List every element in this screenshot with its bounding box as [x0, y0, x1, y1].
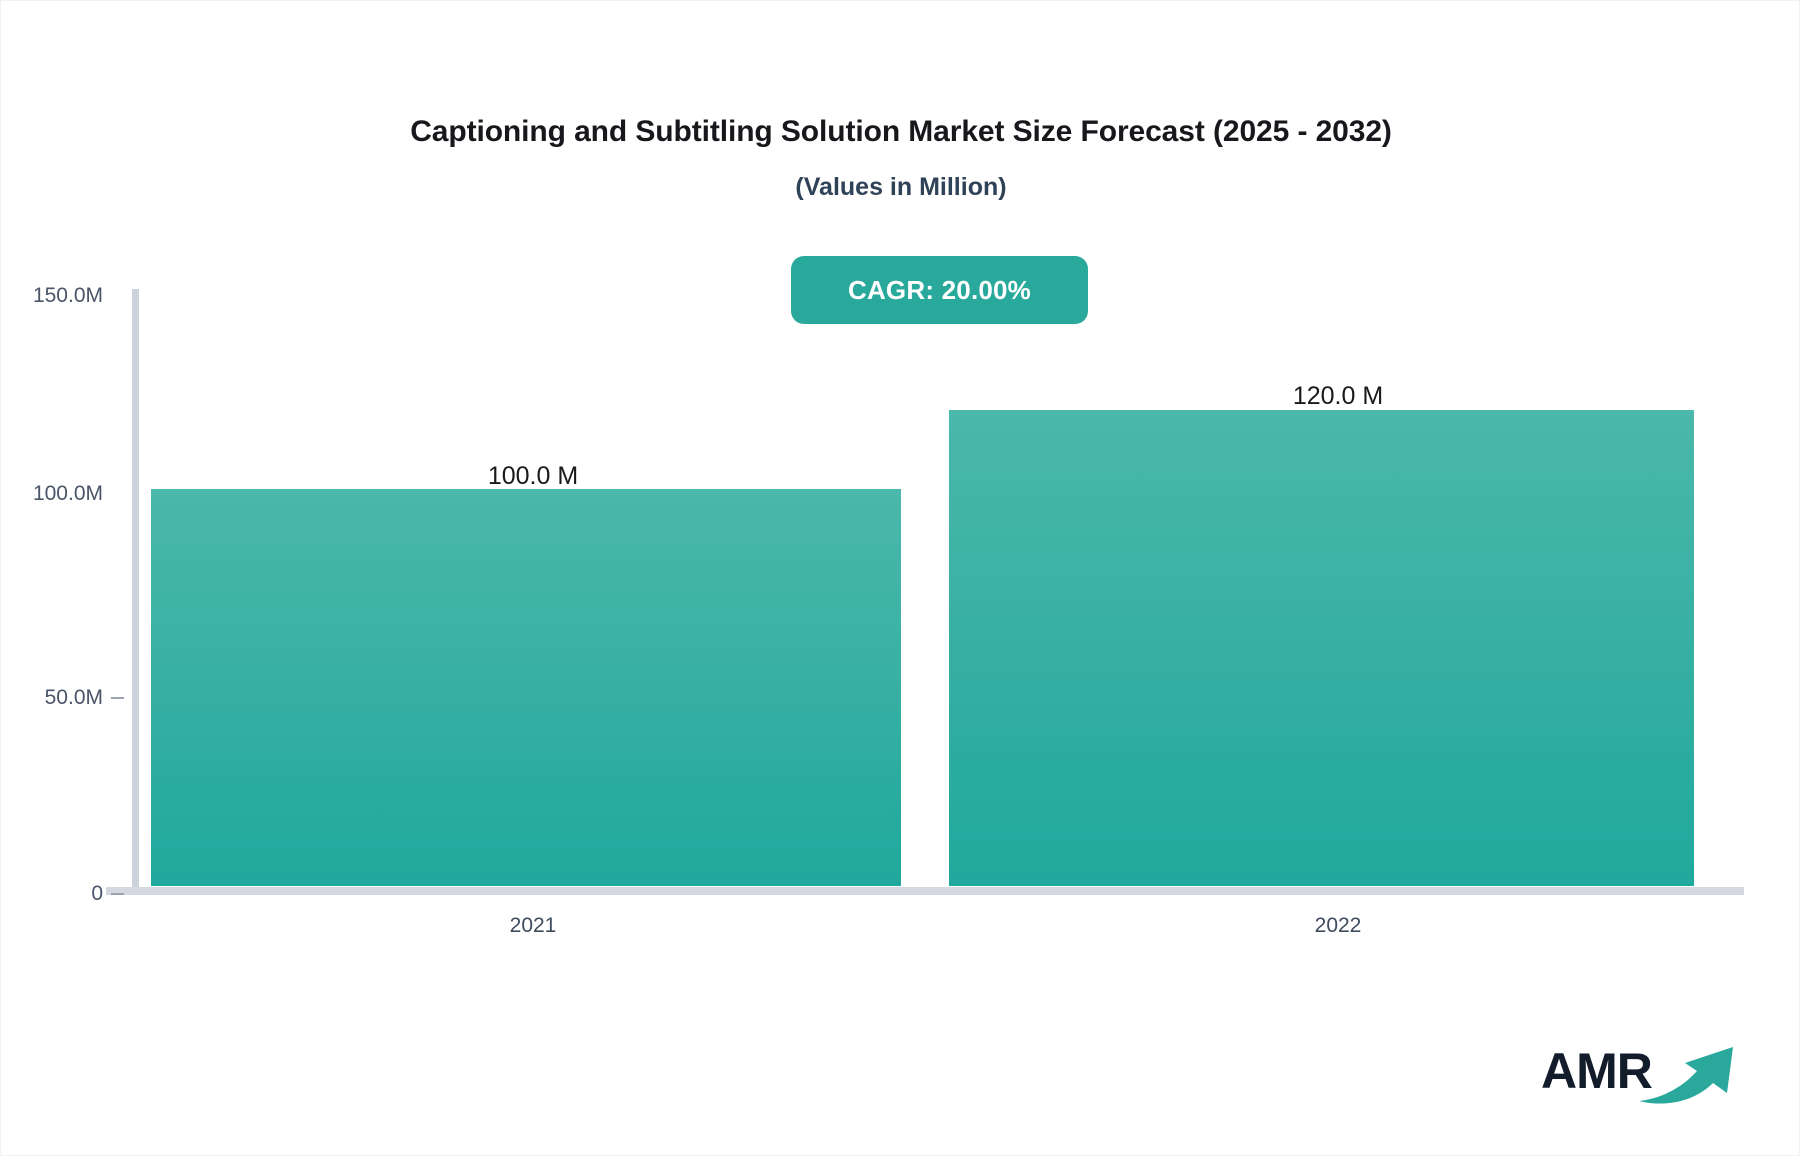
amr-logo: AMR — [1541, 1041, 1741, 1121]
y-tick-label-0: 0 — [91, 882, 103, 905]
bar-value-2021: 100.0 M — [487, 462, 579, 490]
y-tick-mark-0 — [111, 893, 124, 895]
bar-2021[interactable] — [151, 489, 901, 886]
x-tick-label-2022: 2022 — [1314, 914, 1362, 937]
amr-logo-text: AMR — [1541, 1043, 1653, 1099]
cagr-badge: CAGR: 20.00% — [791, 256, 1088, 324]
growth-arrow-icon — [1639, 1047, 1733, 1104]
x-axis-line — [106, 887, 1744, 895]
x-tick-label-2021: 2021 — [509, 914, 557, 937]
chart-subtitle: (Values in Million) — [795, 173, 1007, 201]
y-tick-label-50: 50.0M — [44, 686, 103, 709]
chart-title: Captioning and Subtitling Solution Marke… — [410, 115, 1392, 148]
bar-2022[interactable] — [949, 410, 1694, 886]
bar-value-2022: 120.0 M — [1292, 382, 1384, 410]
cagr-badge-label: CAGR: 20.00% — [847, 274, 1032, 305]
y-axis-line — [132, 289, 139, 888]
y-tick-mark-50 — [111, 697, 124, 699]
y-tick-label-100: 100.0M — [32, 482, 103, 505]
y-tick-label-150: 150.0M — [32, 284, 103, 307]
